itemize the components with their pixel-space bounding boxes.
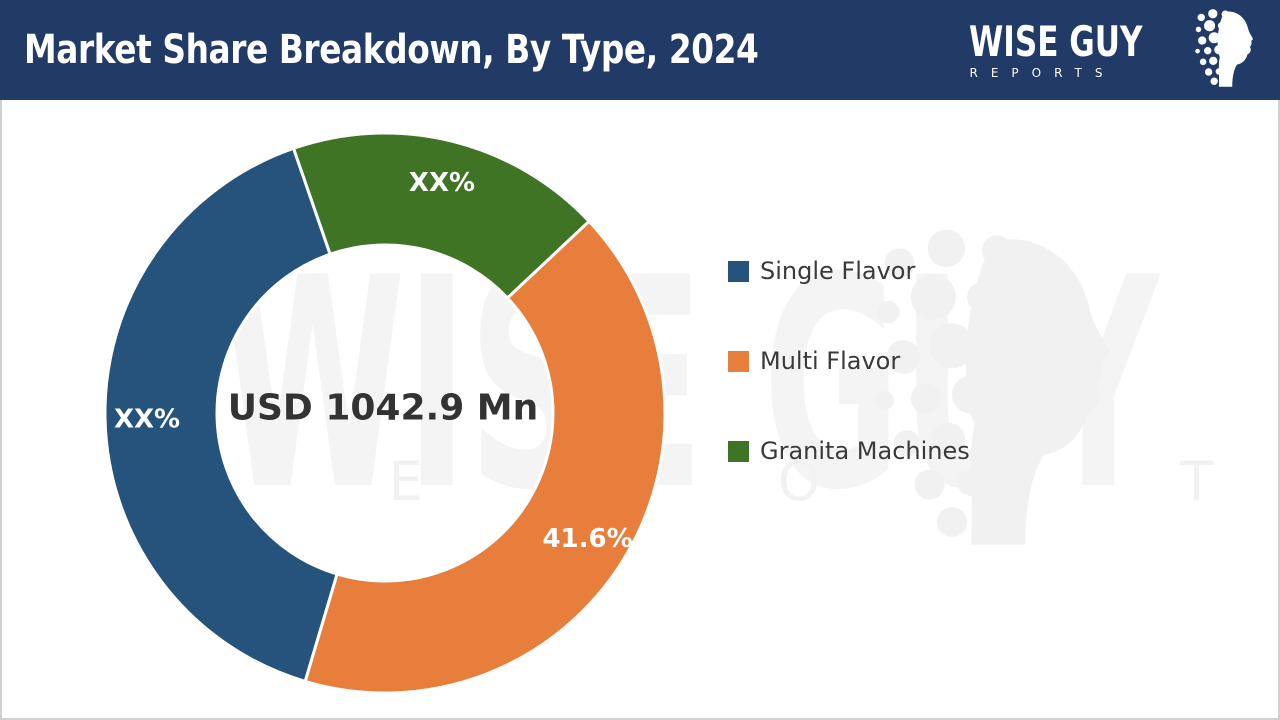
legend: Single Flavor Multi Flavor Granita Machi…: [728, 256, 970, 526]
legend-label-multi-flavor: Multi Flavor: [760, 347, 901, 375]
legend-swatch-single-flavor: [728, 260, 749, 282]
header: Market Share Breakdown, By Type, 2024 WI…: [0, 0, 1280, 100]
watermark-tagline: R E P O R T S: [190, 450, 1280, 513]
brand-face-icon: [1192, 7, 1266, 93]
legend-label-granita-machines: Granita Machines: [760, 437, 970, 465]
brand-logo: WISE GUY REPORTS: [969, 0, 1266, 100]
legend-item-granita-machines[interactable]: Granita Machines: [728, 436, 970, 466]
donut-center-value: USD 1042.9 Mn: [227, 387, 539, 429]
slice-label-single-flavor: XX%: [114, 404, 180, 434]
legend-swatch-multi-flavor: [728, 350, 749, 372]
legend-swatch-granita-machines: [728, 440, 749, 462]
legend-label-single-flavor: Single Flavor: [760, 257, 916, 285]
brand-wordmark: WISE GUY: [969, 16, 1144, 66]
legend-item-multi-flavor[interactable]: Multi Flavor: [728, 346, 970, 376]
slice-single-flavor[interactable]: [103, 146, 339, 683]
legend-item-single-flavor[interactable]: Single Flavor: [728, 256, 970, 286]
slice-label-granita-machines: XX%: [409, 168, 475, 198]
slice-label-multi-flavor: 41.6%: [542, 524, 632, 554]
page-title: Market Share Breakdown, By Type, 2024: [24, 27, 759, 73]
brand-tagline: REPORTS: [969, 65, 1116, 80]
slice-multi-flavor[interactable]: [303, 219, 667, 695]
brand-logo-text: WISE GUY REPORTS: [969, 16, 1204, 80]
slice-granita-machines[interactable]: [291, 131, 591, 300]
